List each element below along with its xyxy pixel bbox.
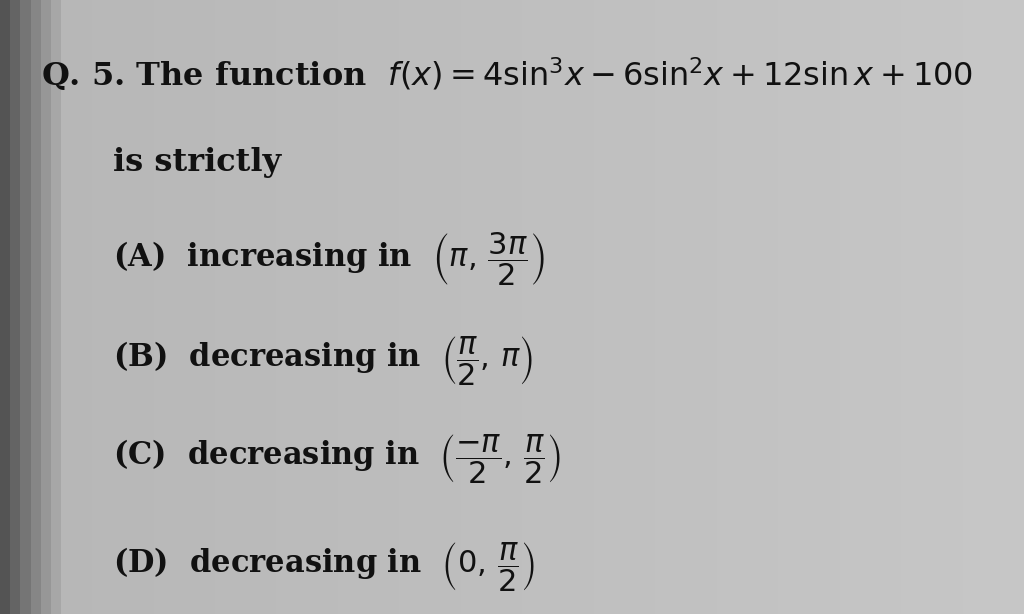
- Text: Q. 5. The function  $f(x)=4\sin^3\!x-6\sin^2\!x+12\sin x+100$: Q. 5. The function $f(x)=4\sin^3\!x-6\si…: [41, 55, 973, 93]
- Text: (A)  increasing in  $\left(\pi,\,\dfrac{3\pi}{2}\right)$: (A) increasing in $\left(\pi,\,\dfrac{3\…: [113, 230, 545, 288]
- Text: is strictly: is strictly: [113, 147, 281, 178]
- Text: (D)  decreasing in  $\left(0,\,\dfrac{\pi}{2}\right)$: (D) decreasing in $\left(0,\,\dfrac{\pi}…: [113, 540, 535, 594]
- Text: (C)  decreasing in  $\left(\dfrac{-\pi}{2},\,\dfrac{\pi}{2}\right)$: (C) decreasing in $\left(\dfrac{-\pi}{2}…: [113, 433, 561, 486]
- Text: (B)  decreasing in  $\left(\dfrac{\pi}{2},\,\pi\right)$: (B) decreasing in $\left(\dfrac{\pi}{2},…: [113, 335, 532, 388]
